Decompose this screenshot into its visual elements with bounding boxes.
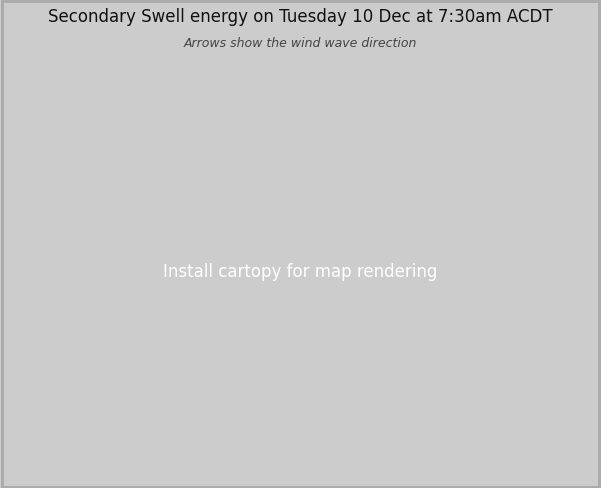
Text: Arrows show the wind wave direction: Arrows show the wind wave direction bbox=[184, 37, 417, 50]
Text: Install cartopy for map rendering: Install cartopy for map rendering bbox=[163, 263, 438, 281]
Text: Secondary Swell energy on Tuesday 10 Dec at 7:30am ACDT: Secondary Swell energy on Tuesday 10 Dec… bbox=[48, 8, 553, 26]
